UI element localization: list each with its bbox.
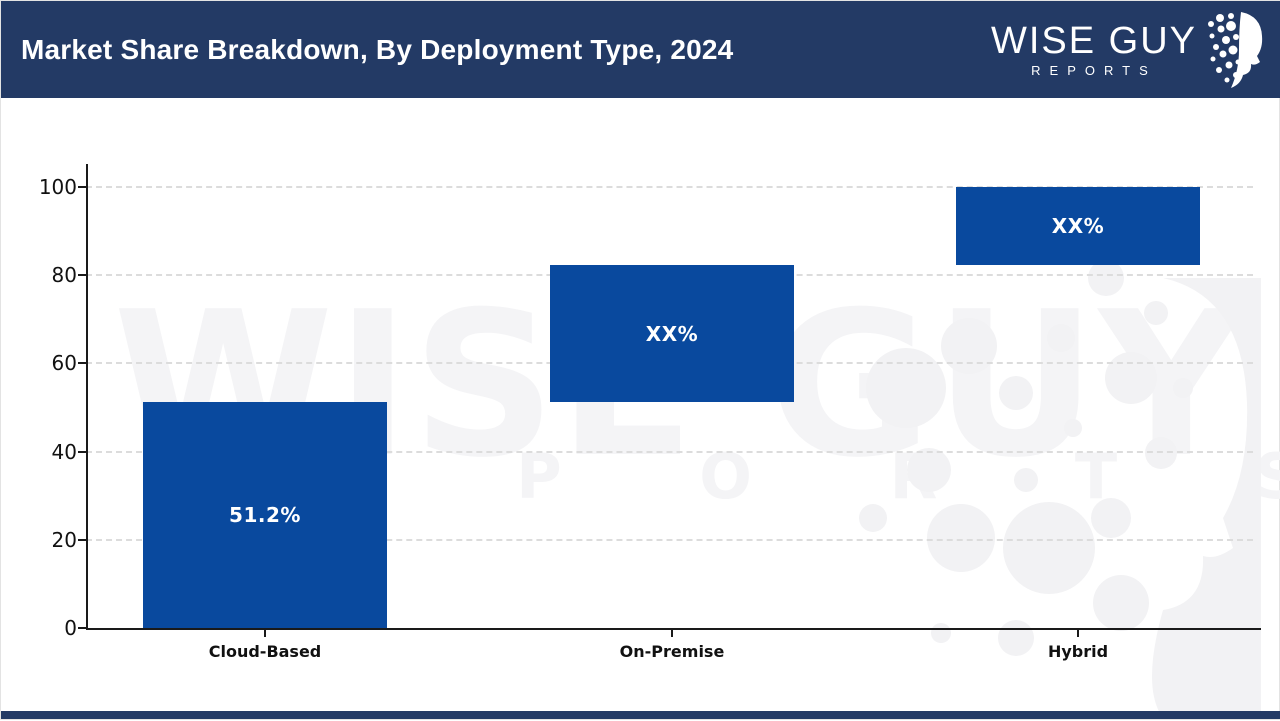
chart-title: Market Share Breakdown, By Deployment Ty… (21, 33, 734, 65)
gridline-20 (86, 538, 1253, 541)
bar-value-label: 51.2% (229, 503, 301, 528)
bar-value-label: XX% (645, 321, 699, 346)
y-axis-line (86, 164, 88, 630)
x-tick-mark-1 (671, 630, 673, 637)
x-category-label-1: On-Premise (619, 642, 725, 661)
footer-bar (1, 711, 1280, 719)
y-tick-label-40: 40 (51, 439, 77, 464)
bar-value-label: XX% (1051, 214, 1105, 239)
y-tick-mark-100 (78, 186, 86, 188)
y-tick-mark-40 (78, 450, 86, 453)
y-tick-label-60: 60 (51, 351, 77, 376)
bar-on-premise: XX% (550, 265, 794, 403)
logo-brand-name: WISE GUY (990, 19, 1197, 62)
logo-face-icon (1208, 11, 1263, 88)
logo-text: WISE GUY REPORTS (991, 22, 1197, 78)
y-tick-mark-20 (78, 538, 86, 541)
bar-cloud-based: 51.2% (143, 402, 387, 628)
y-tick-label-100: 100 (38, 175, 77, 199)
bar-hybrid: XX% (956, 187, 1200, 266)
y-tick-mark-0 (78, 627, 86, 629)
x-tick-mark-2 (1077, 630, 1079, 637)
x-category-label-0: Cloud-Based (208, 642, 322, 661)
y-tick-label-80: 80 (51, 263, 77, 288)
gridline-100 (86, 186, 1253, 188)
x-tick-mark-0 (264, 630, 266, 637)
y-tick-mark-60 (78, 362, 86, 365)
y-tick-mark-80 (78, 274, 86, 277)
x-axis-line (86, 628, 1261, 630)
logo-brand-subtitle: REPORTS (1031, 62, 1157, 78)
wise-guy-reports-logo: WISE GUY REPORTS (991, 1, 1265, 98)
y-tick-label-0: 0 (64, 616, 77, 640)
x-category-label-2: Hybrid (1047, 642, 1109, 661)
gridline-40 (86, 450, 1253, 453)
header-bar: Market Share Breakdown, By Deployment Ty… (1, 1, 1280, 98)
y-tick-label-20: 20 (51, 527, 77, 552)
